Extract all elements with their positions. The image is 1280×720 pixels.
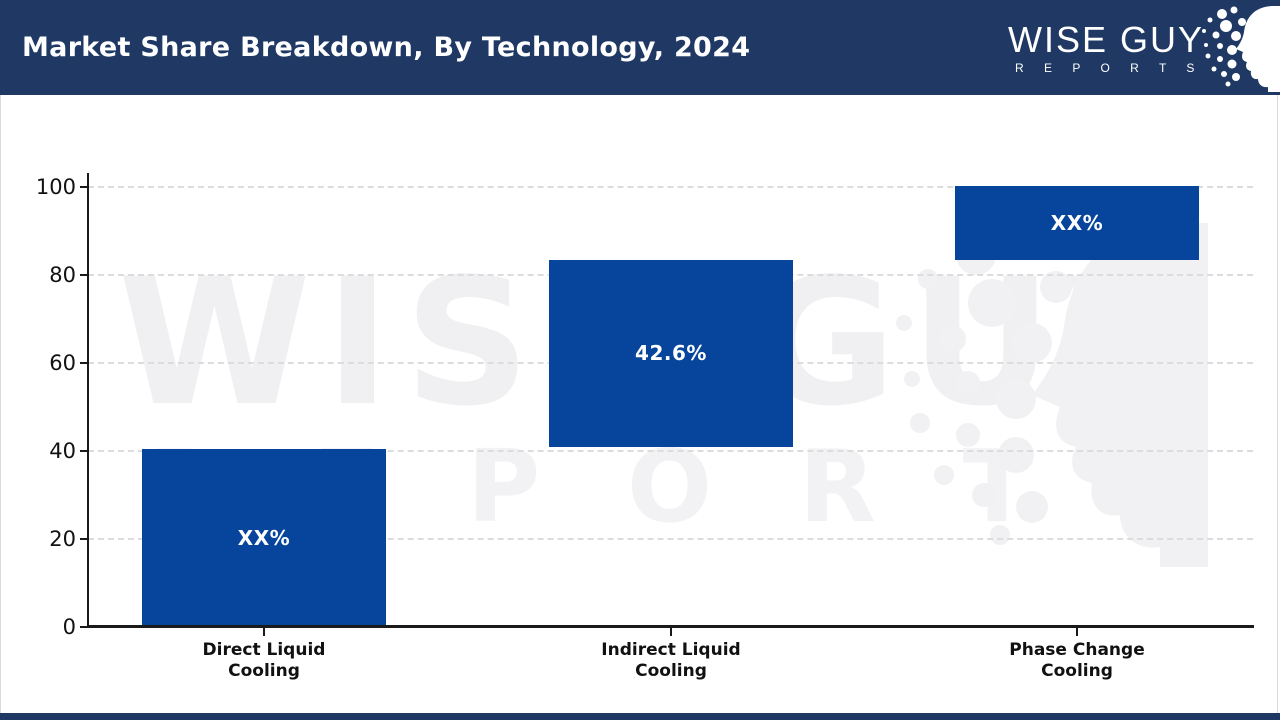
y-tick-60 <box>80 362 87 364</box>
bar-indirect-liquid-cooling: 42.6% <box>549 259 793 448</box>
x-tick-0 <box>263 628 265 636</box>
logo-subtext: R E P O R T S <box>1015 61 1203 75</box>
page-title: Market Share Breakdown, By Technology, 2… <box>22 32 751 63</box>
category-label-line: Phase Change <box>1009 640 1145 660</box>
bar-value-label: XX% <box>1050 210 1104 235</box>
y-tick-20 <box>80 538 87 540</box>
y-tick-100 <box>80 186 87 188</box>
watermark-face-icon <box>896 223 1208 567</box>
y-axis-line <box>87 173 89 628</box>
y-tick-label-0: 0 <box>62 615 76 639</box>
gridline-100 <box>88 186 1253 188</box>
bar-phase-change-cooling: XX% <box>955 186 1199 260</box>
category-label-line: Cooling <box>1041 661 1113 682</box>
bar-direct-liquid-cooling: XX% <box>142 448 386 627</box>
category-label-line: Cooling <box>228 661 300 682</box>
y-tick-label-40: 40 <box>49 439 76 463</box>
gridline-20 <box>88 538 1253 540</box>
x-axis-line <box>87 625 1254 628</box>
y-tick-label-20: 20 <box>49 527 76 551</box>
footer-bar <box>0 713 1280 720</box>
x-tick-1 <box>670 628 672 636</box>
y-tick-40 <box>80 450 87 452</box>
wiseguy-logo-text: WISE GUY R E P O R T S <box>1007 19 1204 76</box>
y-tick-0 <box>80 626 87 628</box>
y-tick-label-60: 60 <box>49 351 76 375</box>
category-label-line: Indirect Liquid <box>601 640 741 660</box>
category-label-2: Phase Change Cooling <box>937 640 1217 683</box>
wiseguy-face-icon <box>1202 6 1280 92</box>
header-bar: Market Share Breakdown, By Technology, 2… <box>0 0 1280 95</box>
category-label-line: Direct Liquid <box>202 640 326 660</box>
x-tick-2 <box>1076 628 1078 636</box>
category-label-line: Cooling <box>635 661 707 682</box>
bar-value-label: 42.6% <box>635 341 707 366</box>
category-label-1: Indirect Liquid Cooling <box>531 640 811 683</box>
y-tick-label-100: 100 <box>35 175 76 199</box>
bar-value-label: XX% <box>237 525 291 550</box>
logo-wordmark: WISE GUY <box>1007 19 1204 60</box>
y-tick-label-80: 80 <box>49 263 76 287</box>
wiseguy-logo: WISE GUY R E P O R T S <box>1008 0 1280 95</box>
y-tick-80 <box>80 274 87 276</box>
category-label-0: Direct Liquid Cooling <box>124 640 404 683</box>
gridline-40 <box>88 450 1253 452</box>
